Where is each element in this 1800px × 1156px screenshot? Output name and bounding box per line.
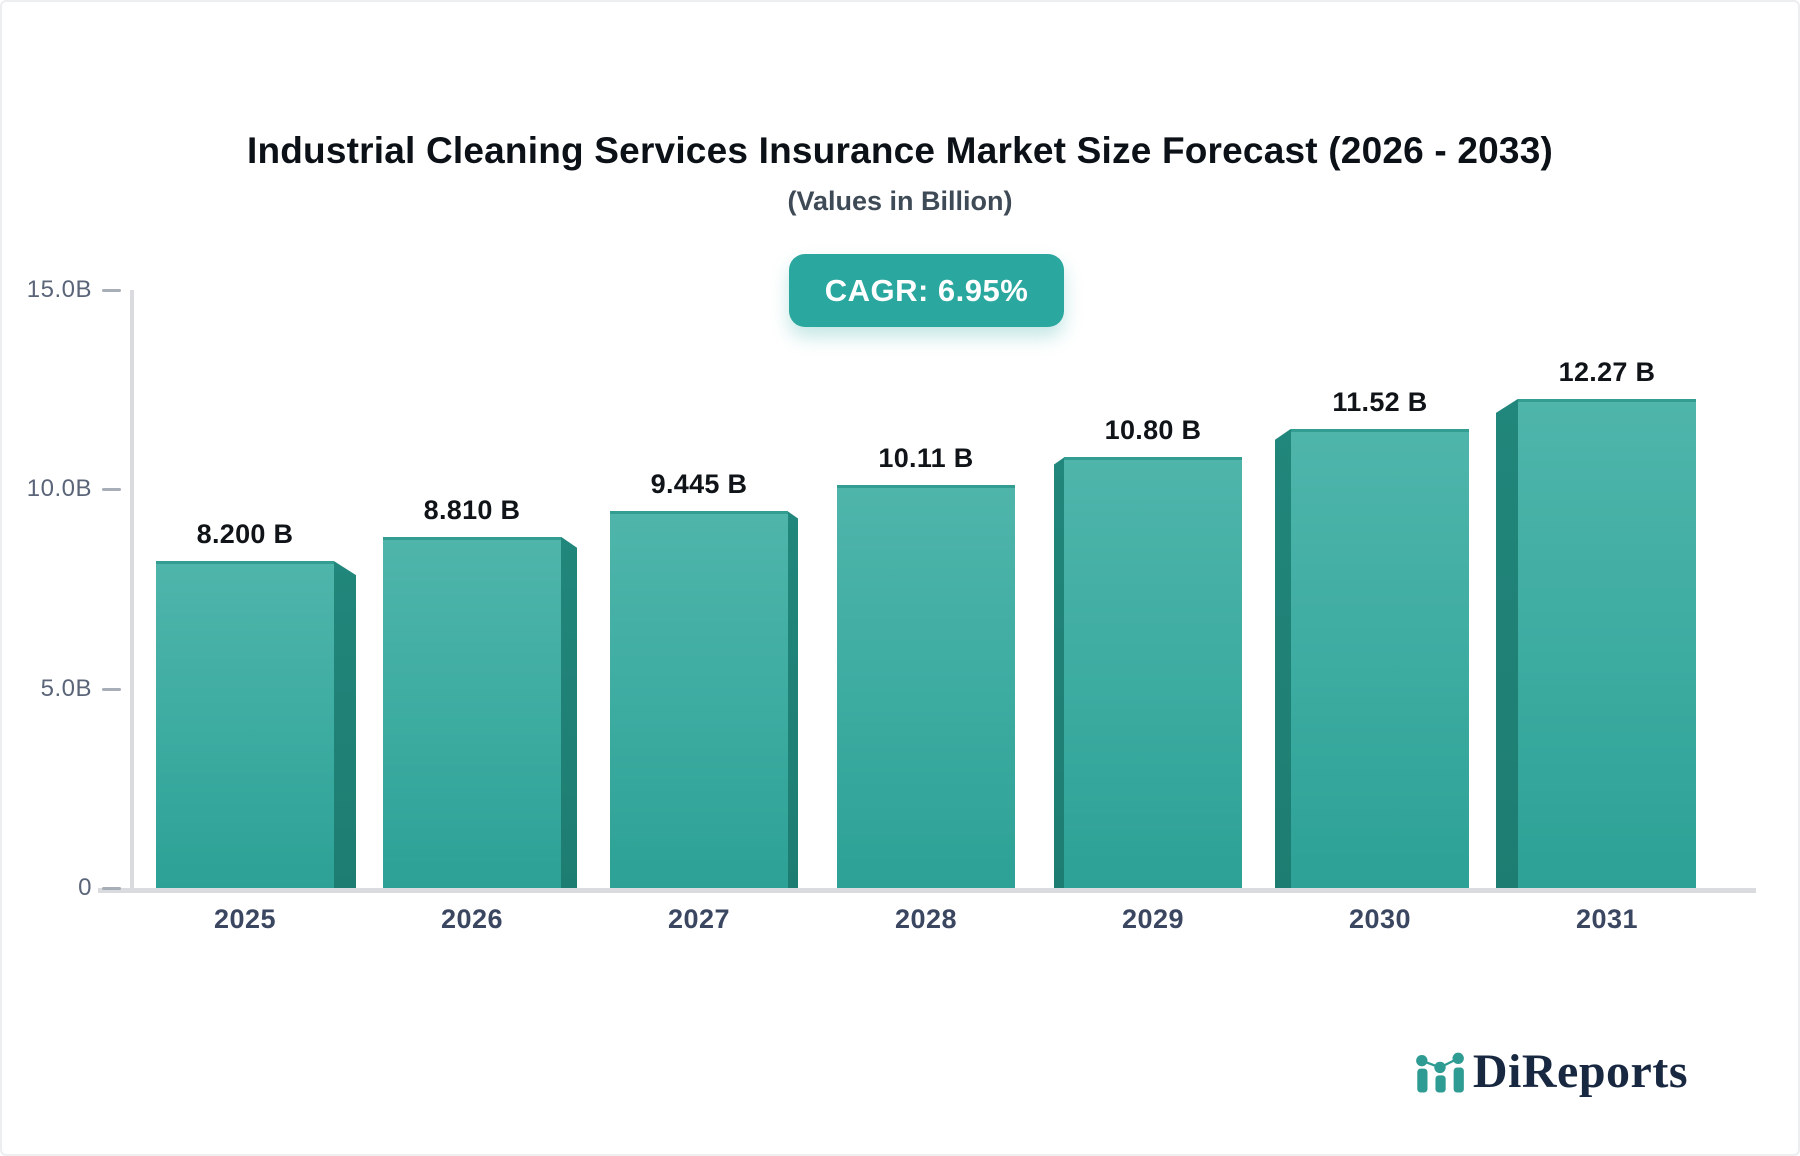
y-tick-label: 10.0B <box>26 475 92 503</box>
bar-2025 <box>156 561 334 888</box>
bar-value-label: 10.11 B <box>878 442 974 473</box>
x-tick-label: 2027 <box>667 904 731 934</box>
x-tick-label: 2026 <box>440 904 504 934</box>
bar-2031 <box>1518 398 1696 888</box>
x-axis-baseline <box>98 888 1756 893</box>
y-tick-dash <box>102 887 121 890</box>
bar-value-label: 11.52 B <box>1332 386 1428 417</box>
bar-value-label: 12.27 B <box>1558 356 1656 387</box>
y-tick-dash <box>102 687 121 691</box>
bar-value-label: 8.810 B <box>423 494 521 525</box>
x-tick-label: 2031 <box>1575 904 1639 934</box>
brand-logo: DiReports <box>1415 1044 1688 1099</box>
y-tick-label: 5.0B <box>40 674 92 702</box>
y-tick-label: 15.0B <box>26 276 92 303</box>
bar-2027 <box>610 511 788 888</box>
bar-2028 <box>837 484 1015 888</box>
brand-logo-text: DiReports <box>1472 1045 1688 1098</box>
cagr-badge: CAGR: 6.95% <box>789 254 1064 327</box>
bar-value-label: 10.80 B <box>1104 415 1202 446</box>
x-tick-label: 2025 <box>213 904 277 934</box>
bar-side-2029 <box>1054 457 1064 888</box>
y-tick-label: 0 <box>78 874 92 901</box>
x-tick-label: 2030 <box>1348 904 1412 934</box>
bar-2029 <box>1064 457 1242 888</box>
bar-side-2031 <box>1496 398 1518 888</box>
bar-side-2026 <box>561 536 577 888</box>
bar-side-2025 <box>334 561 356 888</box>
chart-title: Industrial Cleaning Services Insurance M… <box>246 130 1554 171</box>
bar-value-label: 9.445 B <box>650 469 748 500</box>
bar-side-2027 <box>788 511 798 888</box>
x-tick-label: 2028 <box>894 904 958 934</box>
bar-2026 <box>383 536 561 888</box>
y-axis-line <box>130 290 134 892</box>
bar-side-2030 <box>1275 428 1291 888</box>
chart-subtitle: (Values in Billion) <box>787 186 1013 216</box>
y-tick-dash <box>102 488 121 492</box>
mini-bar-chart-icon <box>1415 1052 1464 1092</box>
x-tick-label: 2029 <box>1121 904 1185 934</box>
y-tick-dash <box>102 289 121 292</box>
bar-value-label: 8.200 B <box>196 519 294 550</box>
bar-2030 <box>1291 428 1469 888</box>
